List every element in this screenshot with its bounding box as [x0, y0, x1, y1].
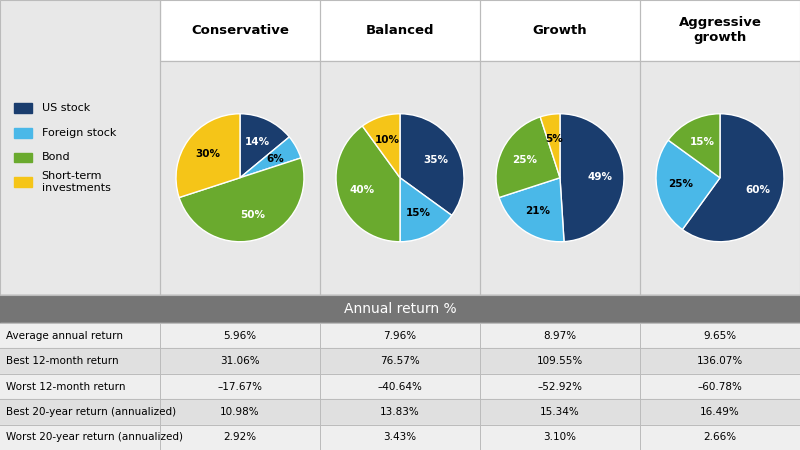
Text: 35%: 35% — [423, 155, 448, 165]
Text: –40.64%: –40.64% — [378, 382, 422, 392]
Bar — [320, 0, 480, 61]
Text: Aggressive
growth: Aggressive growth — [678, 16, 762, 45]
Bar — [160, 61, 320, 295]
Wedge shape — [540, 114, 560, 178]
Text: 8.97%: 8.97% — [543, 331, 577, 341]
Bar — [160, 61, 320, 295]
Wedge shape — [560, 114, 624, 242]
Text: Worst 20-year return (annualized): Worst 20-year return (annualized) — [6, 432, 183, 442]
Text: 15.34%: 15.34% — [540, 407, 580, 417]
Wedge shape — [496, 117, 560, 198]
Bar — [0, 0, 160, 295]
Bar — [0, 295, 800, 323]
Text: 60%: 60% — [746, 185, 770, 195]
Text: –60.78%: –60.78% — [698, 382, 742, 392]
Text: 5.96%: 5.96% — [223, 331, 257, 341]
Text: 50%: 50% — [240, 211, 265, 220]
Text: 3.10%: 3.10% — [543, 432, 577, 442]
Text: 31.06%: 31.06% — [220, 356, 260, 366]
Text: Best 12-month return: Best 12-month return — [6, 356, 119, 366]
Text: 2.66%: 2.66% — [703, 432, 737, 442]
Wedge shape — [362, 114, 400, 178]
Bar — [14, 128, 32, 138]
Text: 3.43%: 3.43% — [383, 432, 417, 442]
Text: 2.92%: 2.92% — [223, 432, 257, 442]
Bar — [480, 61, 640, 295]
Bar — [160, 0, 320, 61]
Text: –52.92%: –52.92% — [538, 382, 582, 392]
Bar — [0, 374, 800, 399]
Bar — [480, 0, 640, 61]
Bar — [0, 399, 800, 425]
Bar — [480, 61, 640, 295]
Bar — [0, 323, 800, 348]
Text: 136.07%: 136.07% — [697, 356, 743, 366]
Wedge shape — [668, 114, 720, 178]
Text: Balanced: Balanced — [366, 24, 434, 37]
Wedge shape — [336, 126, 400, 242]
Bar — [14, 153, 32, 162]
Bar — [320, 61, 480, 295]
Text: 40%: 40% — [350, 185, 375, 195]
Wedge shape — [240, 137, 301, 178]
Text: 76.57%: 76.57% — [380, 356, 420, 366]
Text: 10.98%: 10.98% — [220, 407, 260, 417]
Bar — [320, 0, 480, 61]
Bar — [0, 348, 800, 374]
Bar — [640, 61, 800, 295]
Text: Short-term
investments: Short-term investments — [42, 171, 110, 193]
Wedge shape — [682, 114, 784, 242]
Text: Bond: Bond — [42, 153, 70, 162]
Wedge shape — [400, 178, 452, 242]
Text: US stock: US stock — [42, 103, 90, 113]
Bar — [640, 61, 800, 295]
Bar — [160, 0, 320, 61]
Text: 25%: 25% — [668, 179, 694, 189]
Text: Worst 12-month return: Worst 12-month return — [6, 382, 126, 392]
Text: 15%: 15% — [406, 208, 430, 218]
Wedge shape — [499, 178, 564, 242]
Text: 7.96%: 7.96% — [383, 331, 417, 341]
Text: 49%: 49% — [587, 171, 612, 181]
Bar — [0, 425, 800, 450]
Text: 10%: 10% — [375, 135, 400, 145]
Text: 6%: 6% — [266, 153, 284, 164]
Bar — [640, 0, 800, 61]
Text: 14%: 14% — [244, 137, 270, 147]
Text: 21%: 21% — [525, 206, 550, 216]
Text: 9.65%: 9.65% — [703, 331, 737, 341]
Bar — [14, 103, 32, 113]
Wedge shape — [179, 158, 304, 242]
Text: 16.49%: 16.49% — [700, 407, 740, 417]
Text: Conservative: Conservative — [191, 24, 289, 37]
Text: Annual return %: Annual return % — [344, 302, 456, 316]
Wedge shape — [240, 114, 290, 178]
Text: 25%: 25% — [512, 155, 537, 165]
Wedge shape — [400, 114, 464, 216]
Text: Average annual return: Average annual return — [6, 331, 123, 341]
Text: 5%: 5% — [545, 134, 562, 144]
Text: Foreign stock: Foreign stock — [42, 128, 116, 138]
Text: Growth: Growth — [533, 24, 587, 37]
Text: –17.67%: –17.67% — [218, 382, 262, 392]
Bar — [0, 0, 160, 295]
Text: Best 20-year return (annualized): Best 20-year return (annualized) — [6, 407, 177, 417]
Wedge shape — [176, 114, 240, 198]
Bar — [480, 0, 640, 61]
Bar — [14, 177, 32, 187]
Bar — [320, 61, 480, 295]
Wedge shape — [656, 140, 720, 230]
Text: 30%: 30% — [195, 149, 220, 159]
Text: 13.83%: 13.83% — [380, 407, 420, 417]
Text: 109.55%: 109.55% — [537, 356, 583, 366]
Text: 15%: 15% — [690, 137, 714, 148]
Bar — [640, 0, 800, 61]
